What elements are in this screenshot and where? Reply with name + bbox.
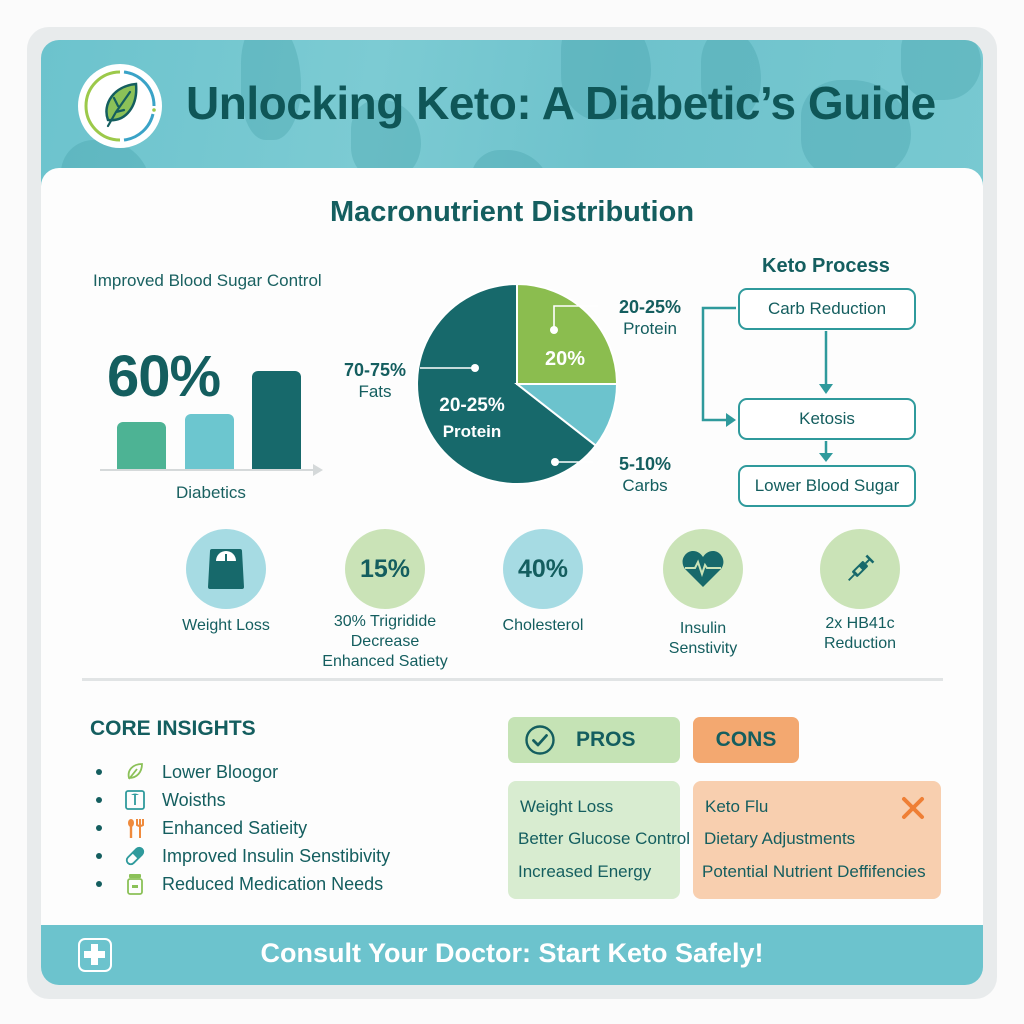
page-title: Unlocking Keto: A Diabetic’s Guide	[186, 77, 936, 129]
stat-insulin-circle	[663, 529, 743, 609]
stat-triglyceride-circle: 15%	[345, 529, 425, 609]
leaf-icon	[124, 761, 146, 783]
core-insights-title: CORE INSIGHTS	[90, 717, 256, 740]
cons-item: Dietary Adjustments	[704, 829, 856, 848]
cons-tag: CONS	[693, 717, 799, 763]
logo-badge	[78, 64, 162, 148]
bar-1	[117, 422, 166, 470]
list-item: Lower Bloogor	[96, 759, 278, 785]
heartbeat-icon	[682, 551, 724, 587]
cons-item: Keto Flu	[705, 797, 769, 816]
process-step-carb-reduction: Carb Reduction	[738, 288, 916, 330]
stat-weight-loss-circle	[186, 529, 266, 609]
section-title: Macronutrient Distribution	[329, 196, 695, 228]
process-step-lower-blood-sugar: Lower Blood Sugar	[738, 465, 916, 507]
bullet	[96, 853, 102, 859]
pros-item: Weight Loss	[520, 797, 614, 816]
header-banner	[41, 40, 983, 215]
pros-list: Weight Loss Better Glucose Control Incre…	[508, 781, 690, 899]
utensils-icon	[124, 817, 146, 839]
scale-icon	[208, 549, 244, 589]
process-title: Keto Process	[762, 255, 890, 277]
list-item: Reduced Medication Needs	[96, 871, 383, 897]
medicine-jar-icon	[124, 873, 146, 895]
pros-item: Better Glucose Control	[518, 829, 690, 848]
stat-hba1c-label: 2x HB41c Reduction	[823, 615, 897, 652]
section-divider	[82, 678, 943, 681]
stat-weight-loss-label: Weight Loss	[182, 617, 270, 634]
cons-list: Keto Flu Dietary Adjustments Potential N…	[693, 781, 941, 899]
cons-item: Potential Nutrient Deffifencies	[702, 862, 926, 881]
leaf-icon	[84, 70, 156, 142]
pie-label-carbs: 5-10% Carbs	[618, 454, 672, 495]
x-axis	[100, 469, 315, 471]
stat-cholesterol-circle: 40%	[503, 529, 583, 609]
bullet	[96, 825, 102, 831]
stat-triglyceride-label: 30% Trigridide Decrease Enhanced Satiety	[322, 613, 448, 670]
stat-insulin-label: Insulin Senstivity	[668, 620, 738, 657]
footer-banner	[41, 925, 983, 985]
scale-icon	[124, 789, 146, 811]
close-x-icon	[902, 797, 924, 819]
axis-arrow-icon	[313, 464, 323, 476]
pie-inner-green-label: 20%	[544, 348, 586, 370]
bar-3	[252, 371, 301, 470]
pie-label-protein: 20-25% Protein	[618, 297, 682, 338]
pros-item: Increased Energy	[518, 862, 652, 881]
pill-icon	[124, 845, 146, 867]
bullet	[96, 769, 102, 775]
bar-chart-xlabel: Diabetics	[176, 483, 246, 502]
check-circle-icon	[525, 725, 555, 755]
list-item: Woisths	[96, 787, 226, 813]
list-item: Enhanced Satieity	[96, 815, 307, 841]
list-item: Improved Insulin Senstibivity	[96, 843, 390, 869]
pie-inner-dark-label: 20-25% Protein	[439, 395, 505, 441]
footer-call-to-action: Consult Your Doctor: Start Keto Safely!	[260, 938, 764, 968]
pros-tag: PROS	[508, 717, 680, 763]
pie-label-fats: 70-75% Fats	[343, 360, 407, 401]
process-step-ketosis: Ketosis	[738, 398, 916, 440]
stat-hba1c-circle	[820, 529, 900, 609]
bullet	[96, 881, 102, 887]
highlight-percentage: 60%	[107, 344, 221, 409]
stat-cholesterol-label: Cholesterol	[502, 617, 584, 634]
syringe-icon	[848, 554, 875, 581]
bar-2	[185, 414, 234, 470]
medical-cross-icon	[78, 938, 112, 972]
bullet	[96, 797, 102, 803]
bar-chart-title: Improved Blood Sugar Control	[93, 271, 322, 290]
